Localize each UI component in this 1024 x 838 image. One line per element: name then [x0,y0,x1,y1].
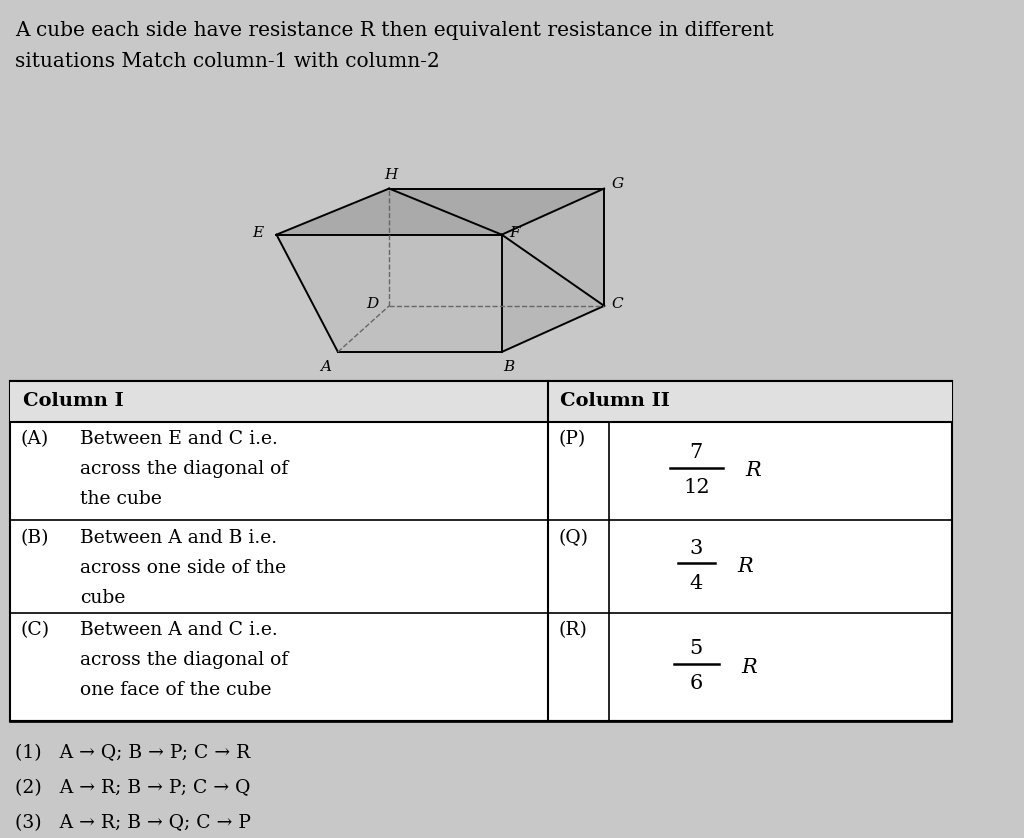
Text: A: A [321,360,331,374]
Text: across the diagonal of: across the diagonal of [80,460,288,478]
Text: 5: 5 [690,639,702,658]
Text: F: F [509,226,519,240]
Polygon shape [276,235,502,352]
Text: (A): (A) [20,430,49,447]
Text: across the diagonal of: across the diagonal of [80,651,288,669]
Text: B: B [504,360,514,374]
Text: Column II: Column II [560,392,670,411]
Text: Between E and C i.e.: Between E and C i.e. [80,430,278,447]
Polygon shape [502,189,604,352]
Text: cube: cube [80,589,125,607]
Text: R: R [737,557,753,576]
Text: (1)   A → Q; B → P; C → R: (1) A → Q; B → P; C → R [15,744,251,762]
Text: R: R [741,658,757,676]
Text: (R): (R) [558,621,587,639]
Text: (3)   A → R; B → Q; C → P: (3) A → R; B → Q; C → P [15,815,251,832]
Text: G: G [611,177,624,190]
Text: 3: 3 [689,539,703,557]
Text: (C): (C) [20,621,49,639]
Text: A cube each side have resistance R then equivalent resistance in different: A cube each side have resistance R then … [15,21,774,40]
Text: 12: 12 [683,478,710,497]
Polygon shape [276,189,604,235]
Text: (2)   A → R; B → P; C → Q: (2) A → R; B → P; C → Q [15,779,251,797]
Bar [10,381,952,721]
Bar [10,381,548,422]
Text: E: E [253,226,263,240]
Text: Column I: Column I [23,392,123,411]
Text: the cube: the cube [80,490,162,508]
Bar [548,381,952,422]
Text: (B): (B) [20,529,49,546]
Text: situations Match column-1 with column-2: situations Match column-1 with column-2 [15,52,440,71]
Text: (Q): (Q) [558,529,588,546]
Text: R: R [745,462,761,480]
Text: D: D [367,297,379,311]
Text: H: H [385,168,397,182]
Text: one face of the cube: one face of the cube [80,681,271,699]
Text: across one side of the: across one side of the [80,559,286,577]
Text: 4: 4 [690,574,702,592]
Text: 7: 7 [690,443,702,462]
Text: C: C [611,297,624,311]
Text: Between A and C i.e.: Between A and C i.e. [80,621,278,639]
Text: Between A and B i.e.: Between A and B i.e. [80,529,278,546]
Text: 6: 6 [690,675,702,693]
Text: (P): (P) [558,430,586,447]
